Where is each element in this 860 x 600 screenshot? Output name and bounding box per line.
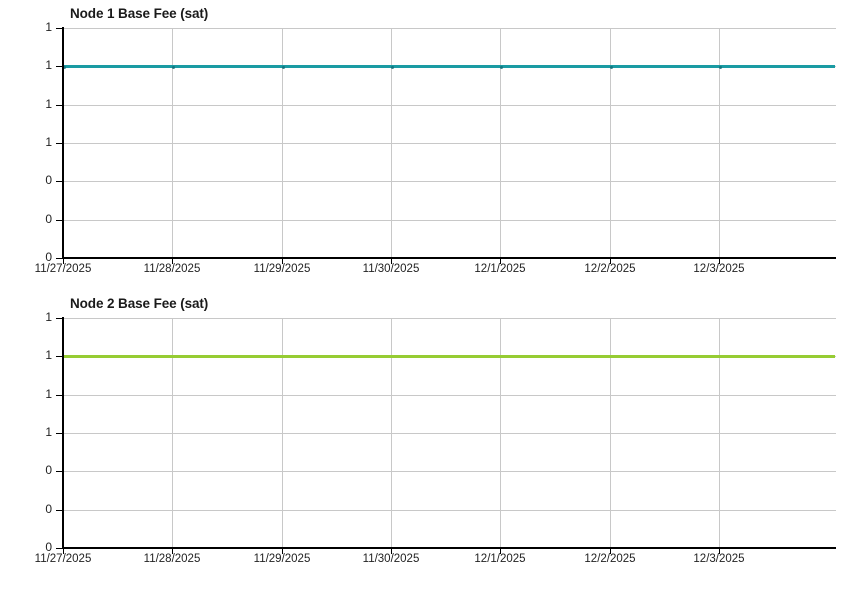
- gridline-vertical: [172, 28, 173, 258]
- x-axis-tick-label: 11/30/2025: [362, 553, 420, 565]
- series-data-point: [391, 66, 394, 69]
- series-data-point: [63, 66, 66, 69]
- y-axis-tick-label: 1: [45, 310, 52, 324]
- y-axis-tick-label: 1: [45, 58, 52, 72]
- gridline-vertical: [172, 318, 173, 548]
- x-axis-line: [62, 257, 836, 259]
- gridline-horizontal: [63, 318, 836, 319]
- y-axis-tick-label: 0: [45, 250, 52, 264]
- series-data-point: [719, 66, 722, 69]
- gridline-vertical: [391, 318, 392, 548]
- y-axis-line: [62, 27, 64, 259]
- y-axis-tick-label: 1: [45, 135, 52, 149]
- x-axis-tick: [719, 258, 720, 264]
- gridline-horizontal: [63, 395, 836, 396]
- y-axis-tick-label: 1: [45, 348, 52, 362]
- y-axis-tick: [56, 356, 63, 357]
- series-data-point: [172, 66, 175, 69]
- series-data-point: [500, 66, 503, 69]
- chart-title: Node 2 Base Fee (sat): [70, 296, 209, 311]
- y-axis-line: [62, 317, 64, 549]
- series-line: [63, 65, 835, 68]
- gridline-vertical: [282, 318, 283, 548]
- y-axis-tick-label: 1: [45, 387, 52, 401]
- series-line: [63, 355, 835, 358]
- x-axis-tick-label: 11/29/2025: [253, 553, 311, 565]
- x-axis-tick: [500, 258, 501, 264]
- x-axis-tick: [172, 548, 173, 554]
- y-axis-tick-label: 0: [45, 212, 52, 226]
- gridline-horizontal: [63, 433, 836, 434]
- x-axis-tick-label: 12/1/2025: [474, 553, 526, 565]
- y-axis-tick: [56, 28, 63, 29]
- series-data-point: [610, 66, 613, 69]
- x-axis-tick: [610, 548, 611, 554]
- x-axis-tick-label: 11/27/2025: [34, 553, 92, 565]
- y-axis-tick: [56, 220, 63, 221]
- gridline-horizontal: [63, 28, 836, 29]
- x-axis-tick-label: 11/30/2025: [362, 263, 420, 275]
- gridline-vertical: [282, 28, 283, 258]
- y-axis-tick: [56, 433, 63, 434]
- x-axis-tick-label: 12/2/2025: [584, 263, 636, 275]
- y-axis-tick: [56, 66, 63, 67]
- x-axis-tick-label: 12/3/2025: [693, 553, 745, 565]
- plot-area: [63, 318, 836, 549]
- x-axis-tick: [500, 548, 501, 554]
- x-axis-tick: [63, 548, 64, 554]
- gridline-horizontal: [63, 181, 836, 182]
- chart-title: Node 1 Base Fee (sat): [70, 6, 209, 21]
- x-axis-tick: [610, 258, 611, 264]
- x-axis-tick-label: 11/27/2025: [34, 263, 92, 275]
- gridline-vertical: [610, 318, 611, 548]
- x-axis-tick-label: 12/3/2025: [693, 263, 745, 275]
- chart-panel-node-2: Node 2 Base Fee (sat) 1 1 1 1 0 0 0 11/27/2025 1…: [0, 290, 860, 580]
- x-axis-tick-label: 11/28/2025: [143, 553, 201, 565]
- y-axis-tick-label: 0: [45, 502, 52, 516]
- x-axis-tick: [391, 258, 392, 264]
- y-axis-tick: [56, 395, 63, 396]
- y-axis-tick: [56, 510, 63, 511]
- y-axis-tick-label: 0: [45, 173, 52, 187]
- x-axis-tick-label: 11/28/2025: [143, 263, 201, 275]
- gridline-horizontal: [63, 143, 836, 144]
- y-axis-tick: [56, 318, 63, 319]
- y-axis-tick: [56, 143, 63, 144]
- y-axis-tick: [56, 258, 63, 259]
- chart-panel-node-1: Node 1 Base Fee (sat) 1 1 1 1 0 0 0 11/27/2025 1…: [0, 0, 860, 290]
- gridline-vertical: [719, 28, 720, 258]
- y-axis-tick-label: 0: [45, 540, 52, 554]
- x-axis-tick: [63, 258, 64, 264]
- y-axis-tick-label: 1: [45, 20, 52, 34]
- gridline-horizontal: [63, 471, 836, 472]
- gridline-vertical: [500, 318, 501, 548]
- gridline-horizontal: [63, 105, 836, 106]
- y-axis-tick: [56, 181, 63, 182]
- y-axis-tick-label: 1: [45, 425, 52, 439]
- x-axis-tick: [391, 548, 392, 554]
- y-axis-tick-label: 1: [45, 97, 52, 111]
- x-axis-tick-label: 11/29/2025: [253, 263, 311, 275]
- series-data-point: [282, 66, 285, 69]
- y-axis-tick: [56, 105, 63, 106]
- y-axis-tick: [56, 548, 63, 549]
- y-axis-tick: [56, 471, 63, 472]
- x-axis-tick: [282, 258, 283, 264]
- gridline-horizontal: [63, 220, 836, 221]
- x-axis-tick-label: 12/1/2025: [474, 263, 526, 275]
- x-axis-tick: [172, 258, 173, 264]
- x-axis-line: [62, 547, 836, 549]
- gridline-vertical: [719, 318, 720, 548]
- gridline-vertical: [500, 28, 501, 258]
- x-axis-tick: [282, 548, 283, 554]
- gridline-vertical: [610, 28, 611, 258]
- x-axis-tick: [719, 548, 720, 554]
- y-axis-tick-label: 0: [45, 463, 52, 477]
- gridline-horizontal: [63, 510, 836, 511]
- plot-area: [63, 28, 836, 259]
- x-axis-tick-label: 12/2/2025: [584, 553, 636, 565]
- gridline-vertical: [391, 28, 392, 258]
